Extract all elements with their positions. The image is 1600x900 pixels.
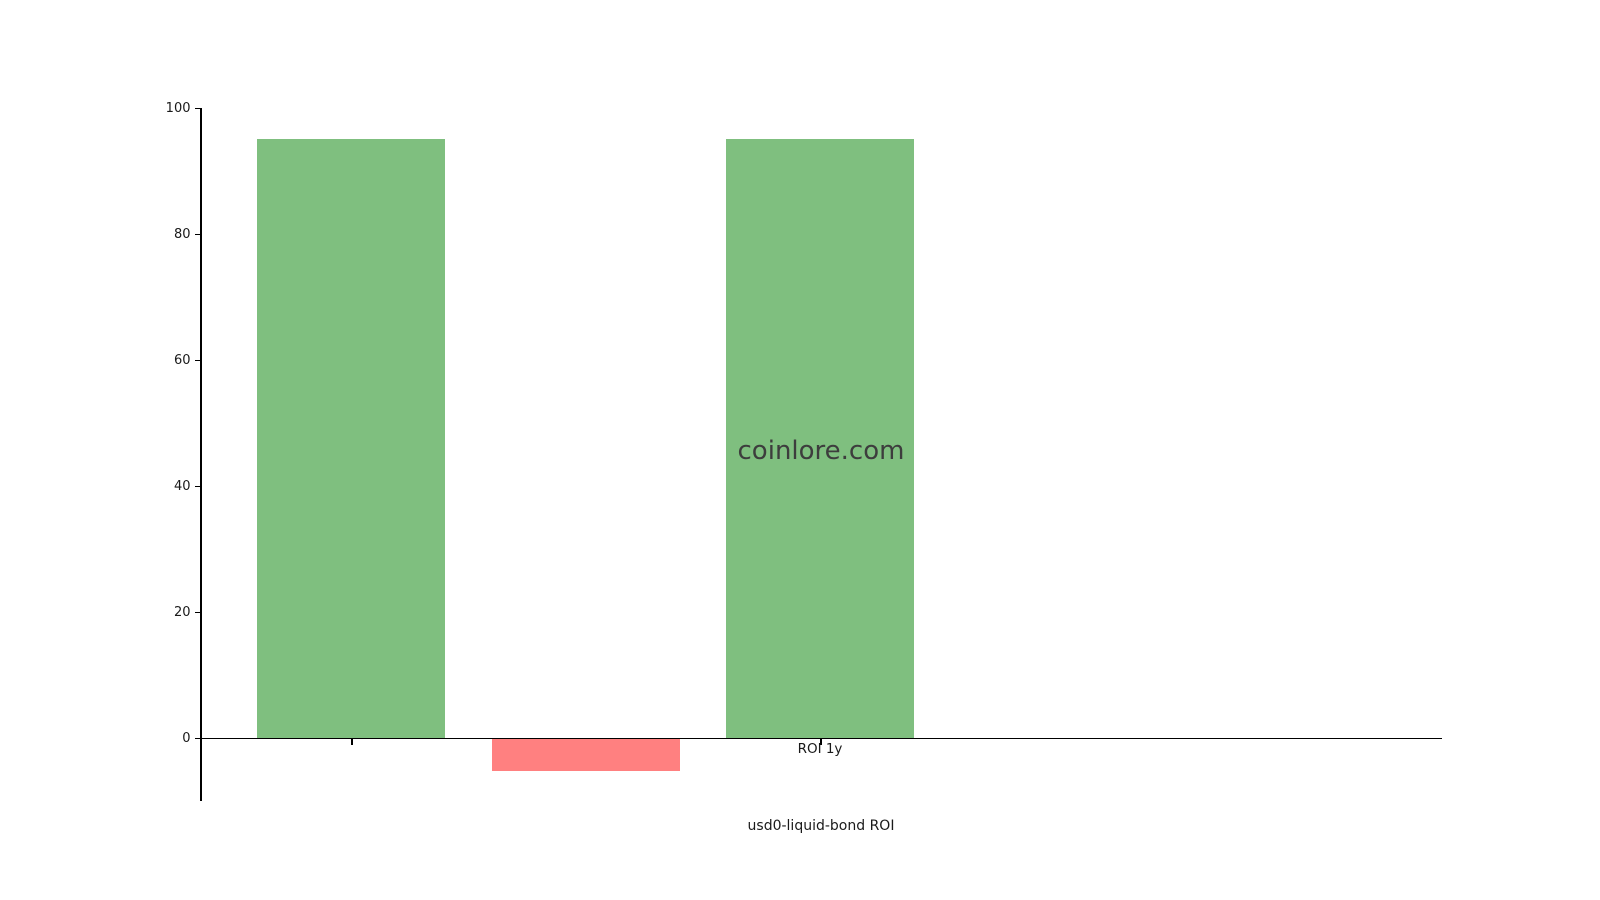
bar-category-1	[491, 739, 680, 771]
y-tick-0	[194, 737, 200, 739]
y-tick-label-40: 40	[173, 479, 191, 494]
y-tick-label-80: 80	[173, 227, 191, 242]
y-tick-label-60: 60	[173, 353, 191, 368]
x-axis-zero-line	[200, 737, 1442, 739]
x-tick-label-roi-1y: ROI 1y	[797, 741, 843, 757]
y-axis-spine	[200, 107, 202, 801]
y-tick-40	[194, 485, 200, 487]
y-tick-label-0: 0	[182, 731, 191, 746]
watermark-text: coinlore.com	[737, 436, 905, 466]
y-tick-label-100: 100	[165, 101, 191, 116]
y-tick-label-20: 20	[173, 605, 191, 620]
chart-title: usd0-liquid-bond ROI	[747, 818, 895, 834]
y-tick-100	[194, 107, 200, 109]
bar-category-0	[257, 139, 445, 738]
y-tick-60	[194, 359, 200, 361]
x-tick-2	[820, 739, 822, 745]
bar-roi-1y	[726, 139, 914, 738]
y-tick-80	[194, 233, 200, 235]
x-tick-0	[351, 739, 353, 745]
y-tick-20	[194, 611, 200, 613]
